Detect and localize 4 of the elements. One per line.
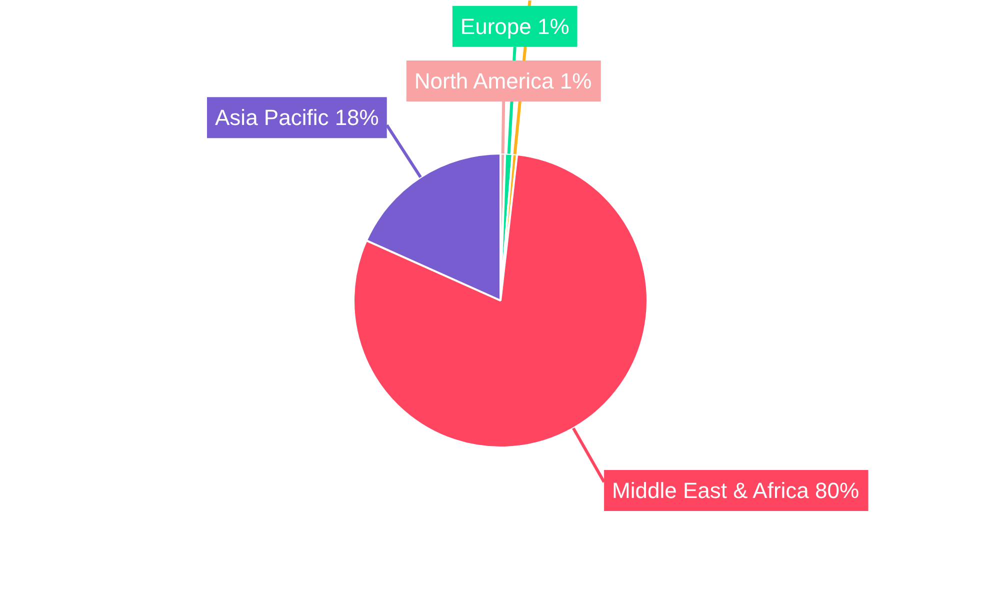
slice-label: Middle East & Africa 80% [612,478,860,504]
slice-label: Europe 1% [460,14,570,39]
slice-label: North America 1% [414,68,592,94]
slice-label: Asia Pacific 18% [215,105,379,130]
